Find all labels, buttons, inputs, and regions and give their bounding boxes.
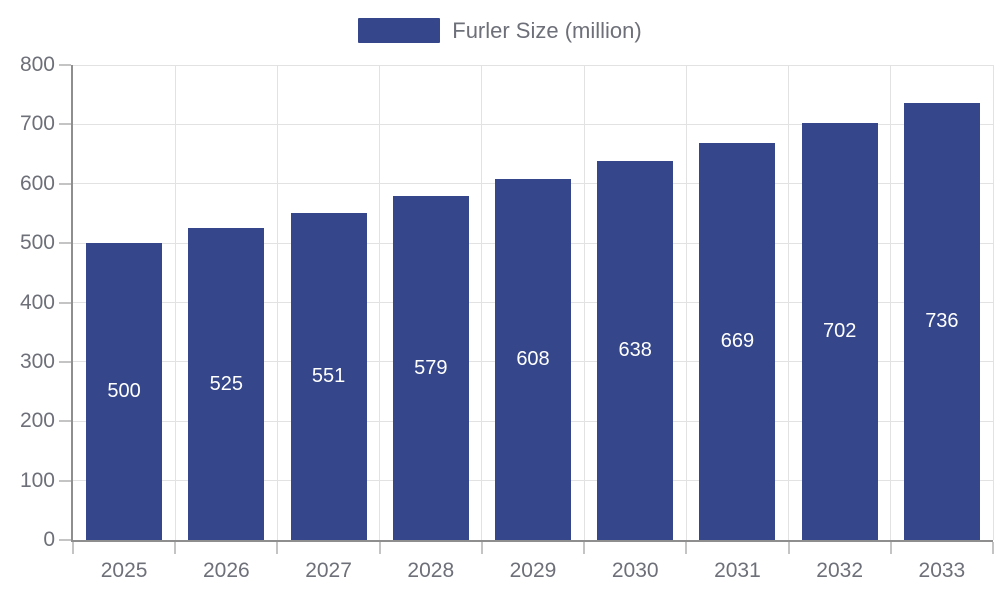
bar-value-label: 669 <box>720 329 755 352</box>
y-axis-tick <box>59 64 71 66</box>
y-axis-tick <box>59 479 71 482</box>
legend-label: Furler Size (million) <box>452 18 642 43</box>
x-axis-tick <box>889 542 892 554</box>
gridline-vertical <box>276 65 278 540</box>
y-axis-tick <box>59 420 71 423</box>
gridline-vertical <box>992 65 994 540</box>
y-tick-label: 400 <box>19 290 55 314</box>
bar[interactable]: 702 <box>801 123 878 540</box>
bar[interactable]: 736 <box>903 103 980 540</box>
y-tick-label: 200 <box>19 409 55 433</box>
x-axis-tick <box>480 542 483 554</box>
y-axis-tick <box>59 242 71 245</box>
x-axis-tick <box>378 542 381 554</box>
legend[interactable]: Furler Size (million) <box>0 18 1000 43</box>
x-tick-label: 2027 <box>305 559 352 582</box>
x-tick-label: 2031 <box>714 559 761 582</box>
x-tick-label: 2026 <box>202 559 250 582</box>
y-axis-tick <box>59 182 71 185</box>
y-axis-tick <box>59 123 71 126</box>
y-axis-tick <box>59 301 71 304</box>
x-tick-label: 2029 <box>509 559 557 582</box>
x-tick-label: 2028 <box>407 559 455 582</box>
bar-value-label: 500 <box>107 380 141 403</box>
y-tick-label: 100 <box>19 468 55 492</box>
gridline-vertical <box>583 65 585 540</box>
y-tick-label: 0 <box>43 528 55 551</box>
bar[interactable]: 525 <box>188 228 265 540</box>
y-tick-label: 600 <box>19 171 55 195</box>
bar[interactable]: 638 <box>597 161 674 540</box>
x-axis-line <box>71 540 993 542</box>
y-axis-tick <box>59 360 71 363</box>
bar-value-label: 638 <box>618 339 652 362</box>
gridline-horizontal <box>73 64 993 66</box>
x-tick-label: 2032 <box>816 559 864 582</box>
x-tick-label: 2033 <box>918 559 966 582</box>
gridline-horizontal <box>73 123 993 125</box>
bar-value-label: 736 <box>925 310 959 332</box>
y-tick-label: 700 <box>19 112 55 136</box>
gridline-vertical <box>481 65 483 540</box>
legend-swatch <box>358 18 441 43</box>
y-tick-label: 500 <box>19 231 55 255</box>
y-tick-label: 300 <box>19 349 55 373</box>
x-axis-tick <box>583 542 586 554</box>
gridline-vertical <box>379 65 381 540</box>
bar-value-label: 525 <box>209 372 244 395</box>
bar[interactable]: 579 <box>392 196 469 540</box>
y-axis-tick <box>59 539 71 541</box>
bar-value-label: 702 <box>822 320 857 343</box>
bar[interactable]: 500 <box>86 243 163 540</box>
gridline-vertical <box>788 65 790 540</box>
x-axis-tick <box>174 542 177 554</box>
x-tick-label: 2030 <box>611 559 659 582</box>
y-tick-label: 800 <box>19 53 55 76</box>
bar-value-label: 608 <box>516 348 550 370</box>
x-axis-tick <box>276 542 279 554</box>
bar[interactable]: 551 <box>290 212 367 540</box>
x-axis-tick <box>787 542 790 554</box>
gridline-vertical <box>174 65 176 540</box>
bar[interactable]: 608 <box>495 179 571 540</box>
x-axis-tick <box>992 542 994 554</box>
gridline-vertical <box>685 65 687 540</box>
x-axis-tick <box>685 542 688 554</box>
gridline-vertical <box>890 65 892 540</box>
x-tick-label: 2025 <box>100 559 148 582</box>
x-axis-tick <box>72 542 74 554</box>
bar-value-label: 579 <box>414 356 448 379</box>
bar[interactable]: 669 <box>699 142 776 540</box>
y-axis-line <box>71 65 73 542</box>
bar-value-label: 551 <box>311 364 346 387</box>
